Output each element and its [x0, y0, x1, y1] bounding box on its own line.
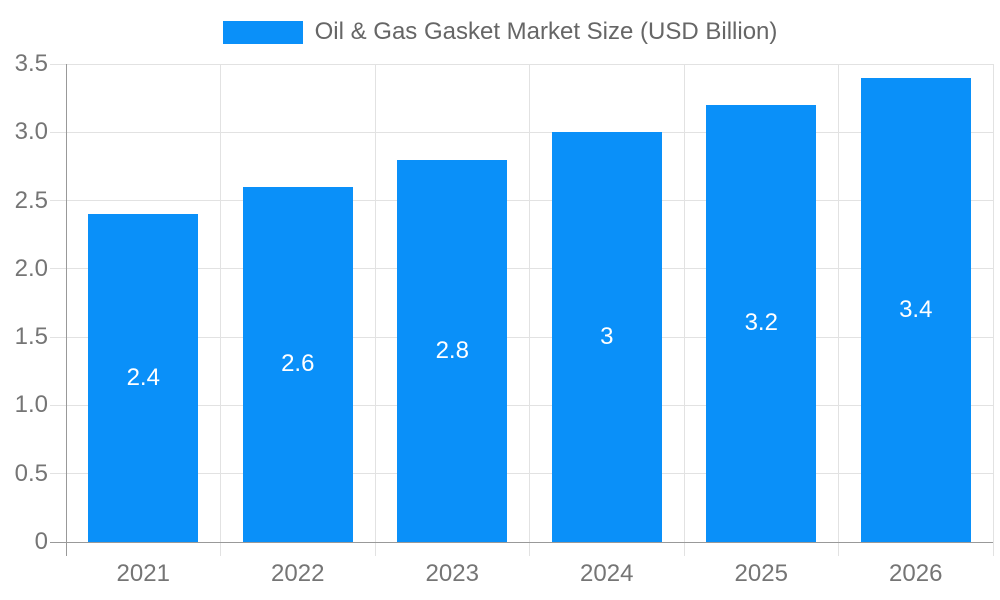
- x-axis-label-2023: 2023: [425, 560, 479, 587]
- y-axis-label: 3.0: [14, 118, 48, 146]
- y-axis-label: 1.0: [14, 391, 48, 419]
- y-tick: [50, 336, 66, 338]
- y-axis-label: 2.0: [14, 254, 48, 282]
- bar-value-label: 3: [600, 323, 614, 351]
- x-gridline: [992, 64, 994, 542]
- x-axis-line: [50, 541, 993, 543]
- x-gridline: [220, 64, 221, 542]
- bar-2024: 3: [551, 132, 662, 542]
- x-tick: [992, 542, 994, 556]
- y-tick: [50, 268, 66, 270]
- x-tick: [838, 542, 839, 556]
- y-tick: [50, 63, 66, 65]
- y-tick: [50, 473, 66, 475]
- x-axis-label-2024: 2024: [580, 560, 634, 587]
- y-axis-label: 2.5: [14, 186, 48, 214]
- x-gridline: [683, 64, 685, 542]
- x-axis-label-2022: 2022: [271, 560, 325, 587]
- bar-value-label: 3.2: [744, 309, 778, 337]
- x-axis-label-2021: 2021: [116, 560, 170, 587]
- bar-2023: 2.8: [397, 159, 508, 542]
- x-gridline: [529, 64, 530, 542]
- bar-2026: 3.4: [860, 77, 971, 542]
- y-axis-label: 0: [34, 528, 48, 555]
- bar-2022: 2.6: [242, 186, 353, 542]
- x-tick: [220, 542, 221, 556]
- y-axis-label: 3.5: [14, 50, 48, 77]
- x-axis-label-2025: 2025: [734, 560, 788, 587]
- y-tick: [50, 404, 66, 406]
- legend: Oil & Gas Gasket Market Size (USD Billio…: [0, 18, 1000, 46]
- y-axis-line: [65, 64, 67, 556]
- y-axis-label: 0.5: [14, 459, 48, 487]
- x-tick: [529, 542, 530, 556]
- x-tick: [683, 542, 685, 556]
- bar-value-label: 2.4: [126, 364, 160, 392]
- bar-2025: 3.2: [706, 104, 817, 542]
- y-tick: [50, 200, 66, 202]
- bar-value-label: 2.6: [281, 350, 315, 378]
- bar-value-label: 2.8: [435, 336, 469, 364]
- legend-label: Oil & Gas Gasket Market Size (USD Billio…: [314, 18, 778, 45]
- bar-value-label: 3.4: [899, 295, 933, 323]
- x-tick: [374, 542, 376, 556]
- x-gridline: [838, 64, 839, 542]
- legend-color-swatch: [222, 20, 303, 44]
- x-gridline: [374, 64, 376, 542]
- bar-2021: 2.4: [88, 214, 199, 542]
- x-axis-label-2026: 2026: [889, 560, 943, 587]
- y-tick: [50, 131, 66, 133]
- y-axis-label: 1.5: [14, 323, 48, 351]
